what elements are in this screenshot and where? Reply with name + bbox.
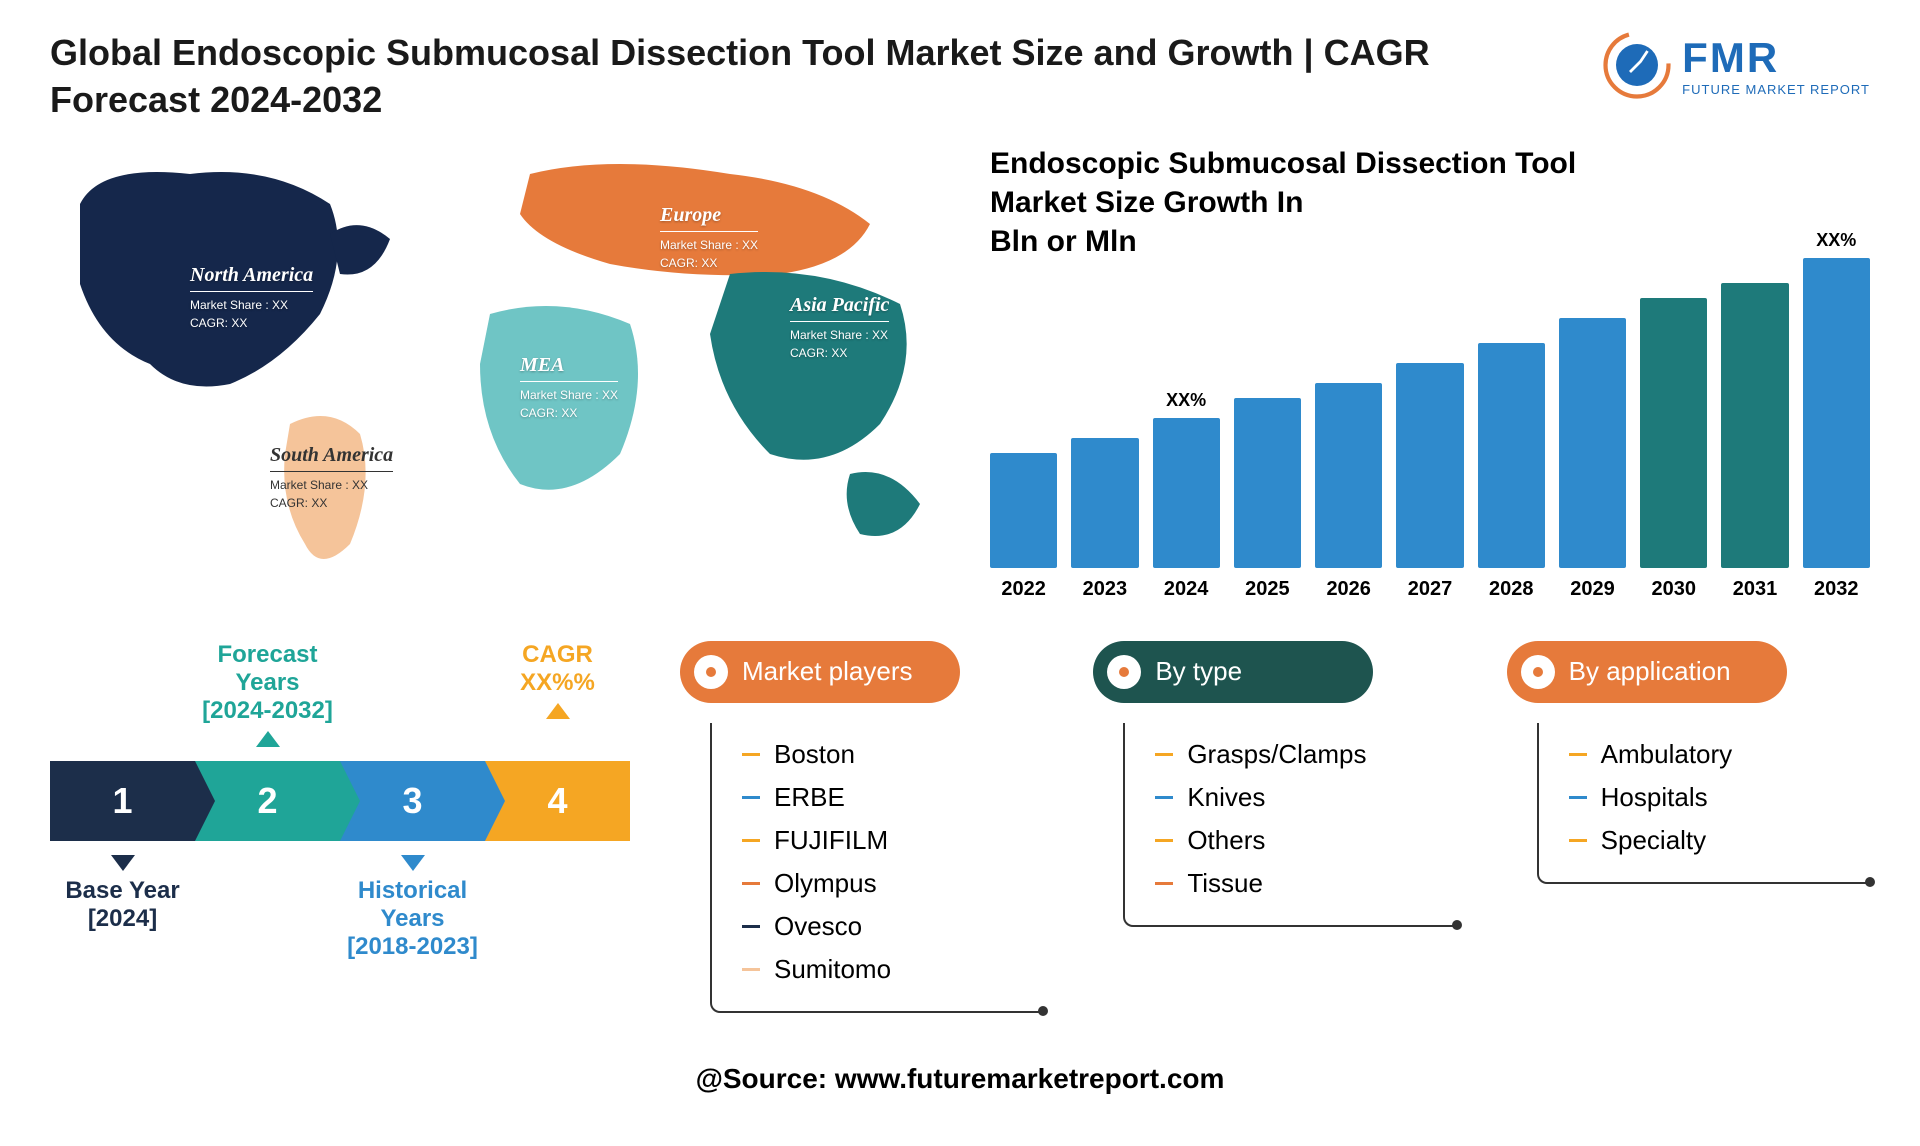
bar [1396, 363, 1463, 568]
bar-wrap: 2026 [1315, 383, 1382, 601]
bar-wrap: 2022 [990, 453, 1057, 601]
bar-year-label: 2031 [1733, 578, 1778, 601]
bar-year-label: 2027 [1408, 578, 1453, 601]
logo-sub-text: FUTURE MARKET REPORT [1682, 82, 1870, 97]
bar-year-label: 2022 [1001, 578, 1046, 601]
bar-year-label: 2030 [1652, 578, 1697, 601]
map-svg [50, 144, 950, 584]
timeline: Forecast Years[2024-2032] CAGRXX%% 1234 B… [50, 641, 630, 961]
timeline-bottom-label: Historical Years[2018-2023] [340, 877, 485, 961]
bar [1559, 318, 1626, 568]
bar-year-label: 2026 [1326, 578, 1371, 601]
world-map: North AmericaMarket Share : XXCAGR: XX So… [50, 144, 950, 584]
info-item: Sumitomo [742, 948, 1043, 991]
page-title: Global Endoscopic Submucosal Dissection … [50, 30, 1450, 124]
info-item: Ovesco [742, 905, 1043, 948]
info-item: Olympus [742, 862, 1043, 905]
bar-year-label: 2028 [1489, 578, 1534, 601]
info-column: .pill-dot::after{background:#e67a3b}By a… [1507, 641, 1870, 1013]
bar [1071, 438, 1138, 568]
region-label: MEAMarket Share : XXCAGR: XX [520, 354, 618, 422]
main-row: North AmericaMarket Share : XXCAGR: XX So… [50, 144, 1870, 601]
info-item: Ambulatory [1569, 733, 1870, 776]
info-item: Hospitals [1569, 776, 1870, 819]
bar-year-label: 2029 [1570, 578, 1615, 601]
timeline-segment: 4 [485, 761, 630, 841]
bar-wrap: 2023 [1071, 438, 1138, 601]
info-list: AmbulatoryHospitalsSpecialty [1537, 723, 1870, 884]
bar-annotation: XX% [1816, 230, 1856, 251]
info-list: Grasps/ClampsKnivesOthersTissue [1123, 723, 1456, 927]
logo-main-text: FMR [1682, 34, 1870, 82]
info-item: Others [1155, 819, 1456, 862]
bar-wrap: 2028 [1478, 343, 1545, 601]
info-item: Tissue [1155, 862, 1456, 905]
info-item: ERBE [742, 776, 1043, 819]
bar [1640, 298, 1707, 568]
bar-wrap: 2025 [1234, 398, 1301, 601]
bar [1234, 398, 1301, 568]
bar-year-label: 2024 [1164, 578, 1209, 601]
column-header-pill: .pill-dot::after{background:#e67a3b}Mark… [680, 641, 960, 703]
source-text: @Source: www.futuremarketreport.com [50, 1063, 1870, 1095]
region-label: South AmericaMarket Share : XXCAGR: XX [270, 444, 393, 512]
bar-wrap: 2027 [1396, 363, 1463, 601]
bar-annotation: XX% [1166, 390, 1206, 411]
chart-title: Endoscopic Submucosal Dissection ToolMar… [990, 144, 1870, 261]
bottom-row: Forecast Years[2024-2032] CAGRXX%% 1234 B… [50, 641, 1870, 1013]
bar-wrap: XX% 2024 [1153, 418, 1220, 601]
bar-year-label: 2025 [1245, 578, 1290, 601]
timeline-segment: 1 [50, 761, 195, 841]
bar [990, 453, 1057, 568]
info-item: Boston [742, 733, 1043, 776]
bar-year-label: 2023 [1083, 578, 1128, 601]
timeline-top-label: Forecast Years[2024-2032] [195, 641, 340, 725]
logo-icon [1602, 30, 1672, 100]
timeline-top-label: CAGRXX%% [485, 641, 630, 697]
bar [1315, 383, 1382, 568]
bar-wrap: 2030 [1640, 298, 1707, 601]
region-label: EuropeMarket Share : XXCAGR: XX [660, 204, 758, 272]
bar-wrap: 2031 [1721, 283, 1788, 601]
bar-wrap: XX% 2032 [1803, 258, 1870, 601]
info-item: FUJIFILM [742, 819, 1043, 862]
logo: FMR FUTURE MARKET REPORT [1602, 30, 1870, 100]
info-list: BostonERBEFUJIFILMOlympusOvescoSumitomo [710, 723, 1043, 1013]
column-header-pill: .pill-dot::after{background:#1e544f}By t… [1093, 641, 1373, 703]
bar-year-label: 2032 [1814, 578, 1859, 601]
info-item: Knives [1155, 776, 1456, 819]
bar [1478, 343, 1545, 568]
bar-chart: 2022 2023 XX% 2024 2025 2026 2027 2028 20… [990, 281, 1870, 601]
bar [1153, 418, 1220, 568]
bar [1803, 258, 1870, 568]
info-column: .pill-dot::after{background:#e67a3b}Mark… [680, 641, 1043, 1013]
timeline-segment: 3 [340, 761, 485, 841]
bar-chart-section: Endoscopic Submucosal Dissection ToolMar… [990, 144, 1870, 601]
bar [1721, 283, 1788, 568]
info-item: Specialty [1569, 819, 1870, 862]
timeline-bar: 1234 [50, 761, 630, 841]
region-label: North AmericaMarket Share : XXCAGR: XX [190, 264, 313, 332]
timeline-bottom-label: Base Year[2024] [50, 877, 195, 933]
info-column: .pill-dot::after{background:#1e544f}By t… [1093, 641, 1456, 1013]
region-label: Asia PacificMarket Share : XXCAGR: XX [790, 294, 889, 362]
header: Global Endoscopic Submucosal Dissection … [50, 30, 1870, 124]
column-header-pill: .pill-dot::after{background:#e67a3b}By a… [1507, 641, 1787, 703]
info-item: Grasps/Clamps [1155, 733, 1456, 776]
bar-wrap: 2029 [1559, 318, 1626, 601]
timeline-segment: 2 [195, 761, 340, 841]
